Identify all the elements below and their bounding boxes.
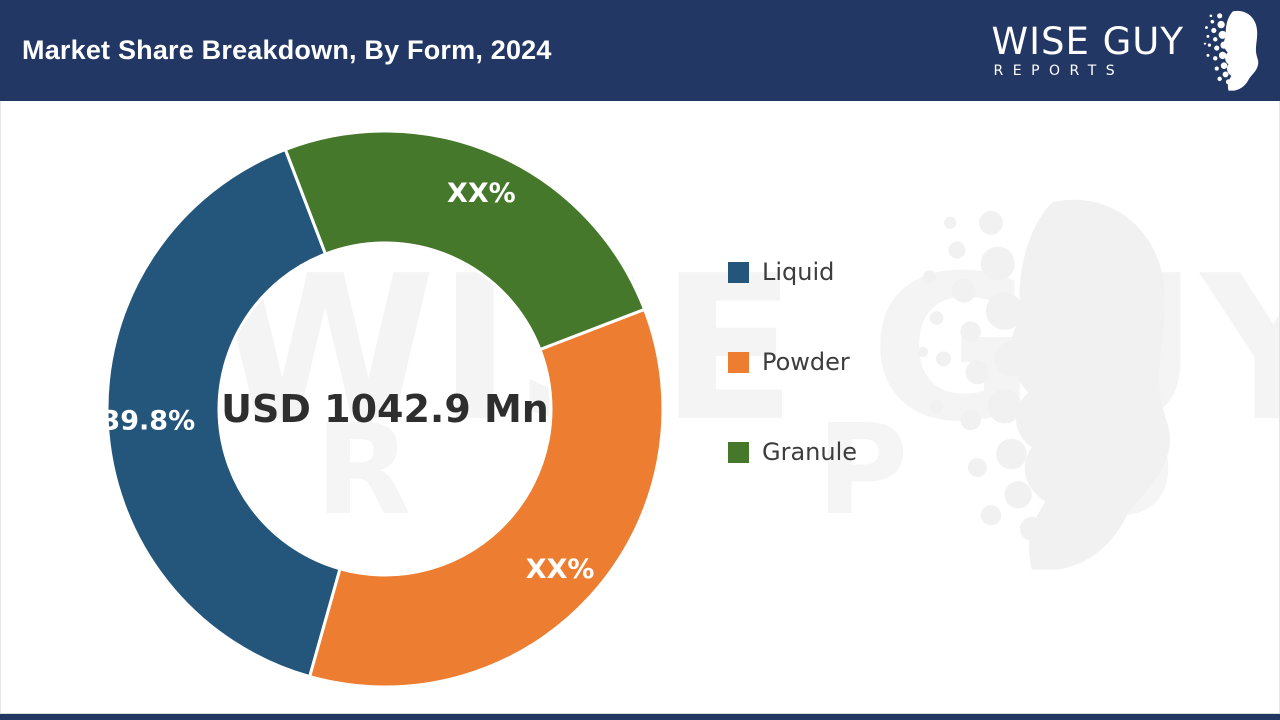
- donut-svg: 39.8% XX% XX%: [101, 129, 665, 689]
- slice-label-liquid: 39.8%: [104, 405, 195, 436]
- footer-divider: [0, 713, 1280, 714]
- slice-granule: [283, 129, 647, 352]
- slice-label-granule: XX%: [447, 178, 516, 209]
- donut-center-value: USD 1042.9 Mn: [221, 387, 549, 431]
- footer-bar: [0, 714, 1280, 720]
- brand-face-icon: [1203, 10, 1259, 91]
- slice-powder: [308, 307, 665, 689]
- watermark-face-icon: [917, 199, 1171, 570]
- legend-item-liquid: Liquid: [728, 256, 857, 288]
- brand-logo-subtitle: REPORTS: [993, 63, 1125, 79]
- legend-label: Granule: [762, 438, 858, 466]
- page-left-border: [0, 101, 1, 713]
- brand-logo: WISE GUY REPORTS: [992, 7, 1266, 95]
- slice-liquid: [105, 147, 342, 679]
- page-title: Market Share Breakdown, By Form, 2024: [22, 35, 552, 65]
- legend-swatch: [728, 441, 749, 463]
- donut-chart: 39.8% XX% XX%: [101, 128, 666, 690]
- legend-swatch: [728, 261, 749, 283]
- legend-item-granule: Granule: [728, 436, 857, 468]
- slice-label-powder: XX%: [526, 554, 595, 585]
- legend-label: Liquid: [762, 258, 835, 286]
- legend-swatch: [728, 351, 749, 373]
- legend-label: Powder: [762, 348, 850, 376]
- legend-item-powder: Powder: [728, 346, 857, 378]
- brand-logo-wordmark: WISE GUY: [991, 20, 1184, 63]
- brand-logo-text: WISE GUY REPORTS: [992, 23, 1184, 78]
- chart-legend: Liquid Powder Granule: [728, 256, 857, 468]
- header-bar: Market Share Breakdown, By Form, 2024 WI…: [0, 0, 1280, 101]
